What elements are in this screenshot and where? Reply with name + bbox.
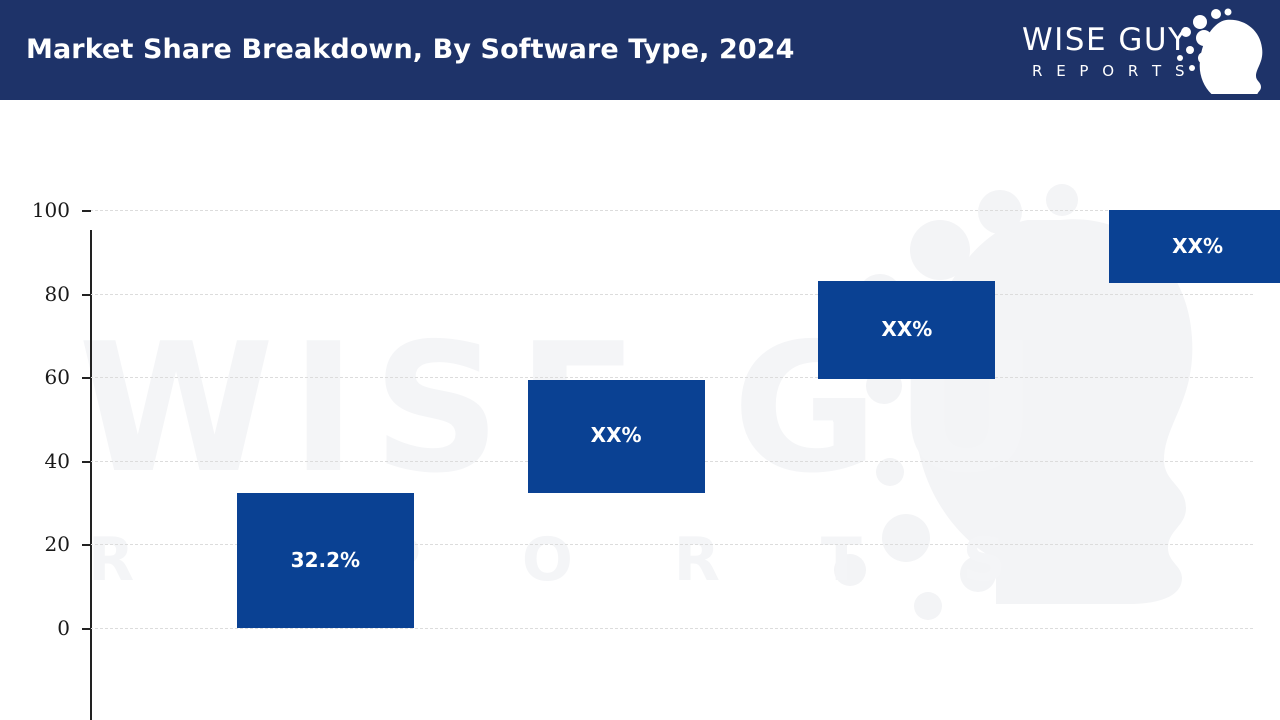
y-tick-label: 20 [44, 532, 70, 557]
y-tick-label: 60 [44, 365, 70, 390]
logo-line1-text: WISE GUY [1022, 22, 1189, 58]
gridline [90, 210, 1253, 212]
page-title: Market Share Breakdown, By Software Type… [26, 34, 795, 65]
bar-value-label: XX% [881, 317, 933, 342]
y-tick-mark [82, 377, 91, 380]
page-header: Market Share Breakdown, By Software Type… [0, 0, 1280, 100]
y-tick-label: 80 [44, 281, 70, 306]
wise-guy-reports-logo: WISE GUY R E P O R T S [1022, 8, 1263, 94]
bar[interactable] [527, 379, 705, 493]
y-tick-mark [82, 460, 91, 463]
gridline [90, 293, 1253, 295]
y-tick-mark [82, 293, 91, 296]
y-axis-line [90, 230, 92, 720]
y-tick-label: 40 [44, 448, 70, 473]
bar-value-label: 32.2% [290, 547, 361, 572]
chart-canvas: WISE GU R E P O R T S 32.2% XX% XX% XX% 0 20… [0, 100, 1280, 720]
y-tick-mark [82, 210, 91, 213]
bar[interactable] [1109, 210, 1280, 284]
bar-value-label: XX% [1172, 233, 1224, 258]
bar[interactable] [818, 280, 996, 380]
y-tick-mark [82, 544, 91, 547]
y-tick-label: 0 [57, 616, 70, 640]
y-tick-label: 100 [31, 198, 70, 223]
bar-value-label: XX% [590, 423, 642, 448]
bar[interactable] [236, 493, 414, 628]
gridline [90, 377, 1253, 379]
logo-line2-text: R E P O R T S [1032, 62, 1189, 80]
plot-area: 32.2% XX% XX% XX% [90, 140, 1280, 629]
gridline [90, 544, 1253, 546]
gridline [90, 628, 1253, 629]
y-tick-mark [82, 628, 91, 630]
logo-head-icon [1177, 8, 1263, 94]
